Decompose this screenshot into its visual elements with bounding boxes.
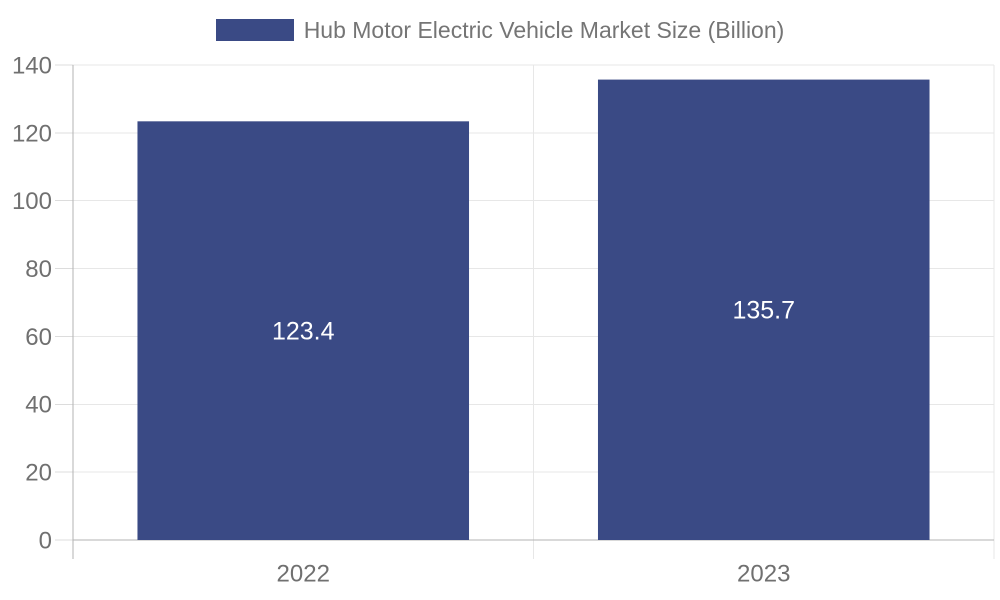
y-tick-label: 140 [12,52,52,79]
y-tick-label: 80 [25,256,52,283]
bar-2022[interactable] [137,121,470,541]
y-tick-label: 120 [12,120,52,147]
legend-item[interactable]: Hub Motor Electric Vehicle Market Size (… [215,17,785,43]
y-tick-label: 60 [25,324,52,351]
x-tick-label: 2023 [737,560,790,587]
legend-label: Hub Motor Electric Vehicle Market Size (… [303,17,785,43]
bar-2023[interactable] [597,79,930,540]
legend: Hub Motor Electric Vehicle Market Size (… [0,17,1000,43]
y-tick-label: 20 [25,460,52,487]
legend-swatch-icon [215,19,294,41]
bar-value-label: 123.4 [272,317,335,345]
bar-value-label: 135.7 [732,297,795,325]
y-tick-label: 100 [12,188,52,215]
y-tick-label: 40 [25,392,52,419]
y-tick-label: 0 [39,527,52,554]
x-tick-label: 2022 [277,560,330,587]
